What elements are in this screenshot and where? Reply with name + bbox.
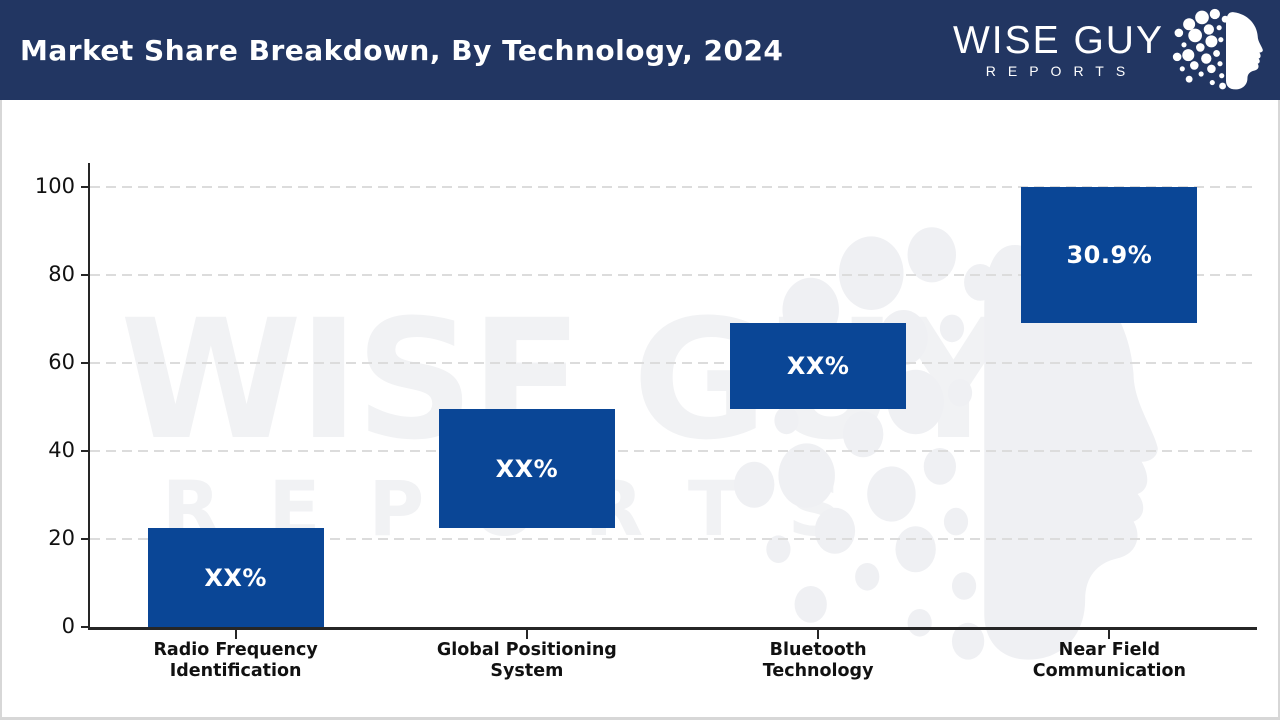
y-tick-mark <box>81 362 90 364</box>
y-tick-label: 100 <box>34 174 75 198</box>
bar-value-label: XX% <box>495 454 559 483</box>
y-axis-line <box>88 163 90 629</box>
x-tick-mark <box>525 630 528 639</box>
gridline <box>90 362 1255 364</box>
x-category-label-line: Identification <box>169 661 302 681</box>
gridline <box>90 538 1255 540</box>
x-category-label-line: Bluetooth <box>769 640 867 660</box>
x-category-label-line: Technology <box>762 661 874 681</box>
bar: XX% <box>730 322 907 410</box>
brand-logo-text: WISE GUY REPORTS <box>953 21 1164 79</box>
gridline <box>90 450 1255 452</box>
brand-subtitle: REPORTS <box>985 63 1138 79</box>
y-tick-label: 40 <box>48 438 75 462</box>
header-bar: Market Share Breakdown, By Technology, 2… <box>0 0 1280 100</box>
bar-value-label: XX% <box>204 563 267 592</box>
x-category-label-line: System <box>490 661 564 681</box>
gridline <box>90 274 1255 276</box>
x-tick-mark <box>1108 630 1111 639</box>
brand-face-icon <box>1172 8 1263 90</box>
y-tick-mark <box>81 626 90 628</box>
x-category-label-line: Near Field <box>1058 640 1161 660</box>
plot-region: 0 20 40 60 80 100 XX% Radio Frequency Identifica… <box>2 100 1278 717</box>
x-category-label: Near Field Communication <box>959 640 1259 682</box>
y-tick-mark <box>81 274 90 276</box>
bar-value-label: 30.9% <box>1066 240 1153 269</box>
x-tick-mark <box>234 630 237 639</box>
x-category-label: Radio Frequency Identification <box>86 640 386 682</box>
y-tick-label: 80 <box>48 262 75 286</box>
bar: XX% <box>438 409 615 528</box>
bar: 30.9% <box>1021 187 1198 323</box>
x-category-label-line: Radio Frequency <box>153 640 318 660</box>
brand-logo: WISE GUY REPORTS <box>953 7 1280 93</box>
page-title: Market Share Breakdown, By Technology, 2… <box>20 33 784 67</box>
x-category-label: Bluetooth Technology <box>668 640 968 682</box>
y-tick-mark <box>81 538 90 540</box>
gridline <box>90 186 1255 188</box>
x-category-label: Global Positioning System <box>377 640 677 682</box>
bar: XX% <box>147 528 324 627</box>
x-tick-mark <box>817 630 820 639</box>
y-tick-label: 20 <box>48 526 75 550</box>
y-tick-label: 60 <box>48 350 75 374</box>
y-tick-label: 0 <box>61 614 75 638</box>
y-tick-mark <box>81 186 90 188</box>
x-category-label-line: Communication <box>1032 661 1187 681</box>
brand-name: WISE GUY <box>952 19 1164 62</box>
bar-value-label: XX% <box>786 352 850 381</box>
y-tick-mark <box>81 450 90 452</box>
x-category-label-line: Global Positioning <box>436 640 617 660</box>
x-axis-line <box>88 627 1257 630</box>
